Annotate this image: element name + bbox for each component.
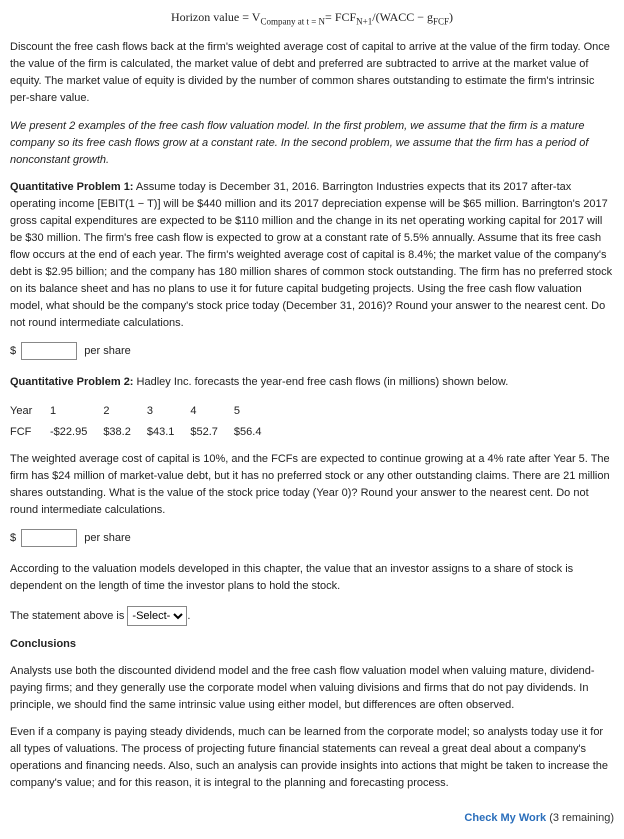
year-cell: 2 [103,401,147,422]
horizon-value-formula: Horizon value = VCompany at t = N= FCFN+… [10,8,614,29]
problem-1: Quantitative Problem 1: Assume today is … [10,179,614,332]
fcf-cell: $56.4 [234,422,278,443]
fcf-cell: $38.2 [103,422,147,443]
fcf-cell: $43.1 [147,422,191,443]
conclusions-p1: Analysts use both the discounted dividen… [10,663,614,714]
problem-1-heading: Quantitative Problem 1: [10,181,133,193]
formula-sub3: FCF [433,16,449,26]
check-my-work-link[interactable]: Check My Work [464,812,546,824]
per-share-label: per share [84,345,130,357]
table-row: FCF -$22.95 $38.2 $43.1 $52.7 $56.4 [10,422,277,443]
year-cell: 3 [147,401,191,422]
formula-lhs: Horizon value = V [171,10,261,24]
statement-select[interactable]: -Select- [127,606,187,626]
year-cell: 4 [190,401,234,422]
statement-lead: The statement above is [10,610,127,622]
formula-rhs: /(WACC − g [372,10,433,24]
problem-2-body: The weighted average cost of capital is … [10,451,614,519]
formula-mid: = FCF [325,10,356,24]
currency-symbol: $ [10,343,16,360]
problem-2-answer-row: $ per share [10,529,614,547]
statement-paragraph: According to the valuation models develo… [10,561,614,595]
check-my-work-row: Check My Work (3 remaining) [10,810,614,827]
formula-close: ) [449,10,453,24]
intro-paragraph-2: We present 2 examples of the free cash f… [10,118,614,169]
problem-1-answer-row: $ per share [10,342,614,360]
problem-1-answer-input[interactable] [21,342,77,360]
problem-2-intro-text: Hadley Inc. forecasts the year-end free … [133,376,508,388]
year-cell: 5 [234,401,278,422]
table-row: Year 1 2 3 4 5 [10,401,277,422]
fcf-label: FCF [10,422,50,443]
problem-2-heading: Quantitative Problem 2: [10,376,133,388]
formula-sub1: Company at t = N [260,16,325,26]
problem-2-intro: Quantitative Problem 2: Hadley Inc. fore… [10,374,614,391]
statement-period: . [187,610,190,622]
remaining-count: (3 remaining) [546,812,614,824]
statement-select-row: The statement above is -Select- . [10,606,614,626]
fcf-cell: $52.7 [190,422,234,443]
conclusions-heading: Conclusions [10,636,614,653]
per-share-label: per share [84,532,130,544]
year-cell: 1 [50,401,103,422]
conclusions-p2: Even if a company is paying steady divid… [10,724,614,792]
currency-symbol: $ [10,530,16,547]
year-label: Year [10,401,50,422]
fcf-cell: -$22.95 [50,422,103,443]
problem-2-answer-input[interactable] [21,529,77,547]
formula-sub2: N+1 [356,16,372,26]
problem-1-body: Assume today is December 31, 2016. Barri… [10,181,612,329]
intro-paragraph-1: Discount the free cash flows back at the… [10,39,614,107]
fcf-table: Year 1 2 3 4 5 FCF -$22.95 $38.2 $43.1 $… [10,401,277,443]
